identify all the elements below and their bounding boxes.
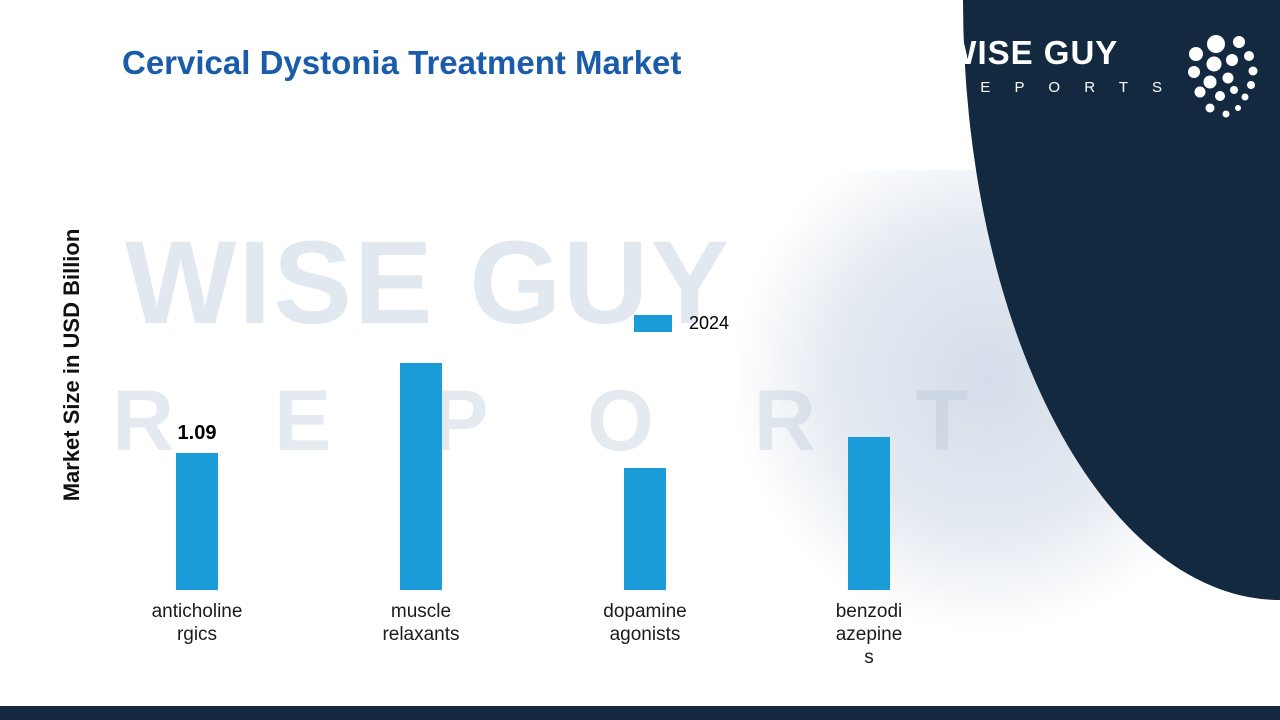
bar-anticholinergics[interactable]: [176, 453, 218, 590]
legend-swatch-2024[interactable]: [634, 315, 672, 332]
logo-reports-label: R E P O R T S: [945, 79, 1172, 96]
footer-accent-bar: [0, 706, 1280, 720]
bar-column-anticholinergics: 1.09 anticholine rgics: [85, 0, 309, 720]
bar-column-muscle-relaxants: muscle relaxants: [309, 0, 533, 720]
bar-value-label-anticholinergics: 1.09: [177, 422, 217, 444]
legend-label: 2024: [689, 313, 730, 333]
chart-legend[interactable]: 2024: [634, 313, 729, 334]
watermark-wordmark: WISE GUY: [125, 217, 732, 349]
logo-head-dots-icon: [1188, 35, 1258, 118]
chart-plot-area: 1.09 anticholine rgics muscle relaxants dop…: [85, 0, 981, 720]
brand-logo: WISE GUY R E P O R T S: [945, 34, 1258, 126]
logo-text: WISE GUY R E P O R T S: [945, 34, 1172, 96]
bar-column-dopamine-agonists: dopamine agonists: [533, 0, 757, 720]
bar-category-label-benzodiazepines: benzodi azepine s: [835, 601, 903, 668]
logo-wordmark: WISE GUY: [945, 34, 1119, 71]
bar-benzodiazepines[interactable]: [848, 437, 890, 590]
bar-column-benzodiazepines: benzodi azepine s: [757, 0, 981, 720]
bar-category-label-dopamine-agonists: dopamine agonists: [603, 601, 687, 645]
bar-category-label-anticholinergics: anticholine rgics: [151, 601, 243, 645]
bar-dopamine-agonists[interactable]: [624, 468, 666, 590]
bar-category-label-muscle-relaxants: muscle relaxants: [382, 601, 460, 645]
page-title: Cervical Dystonia Treatment Market: [122, 44, 682, 81]
bar-muscle-relaxants[interactable]: [400, 363, 442, 590]
y-axis-label: Market Size in USD Billion: [59, 228, 84, 502]
